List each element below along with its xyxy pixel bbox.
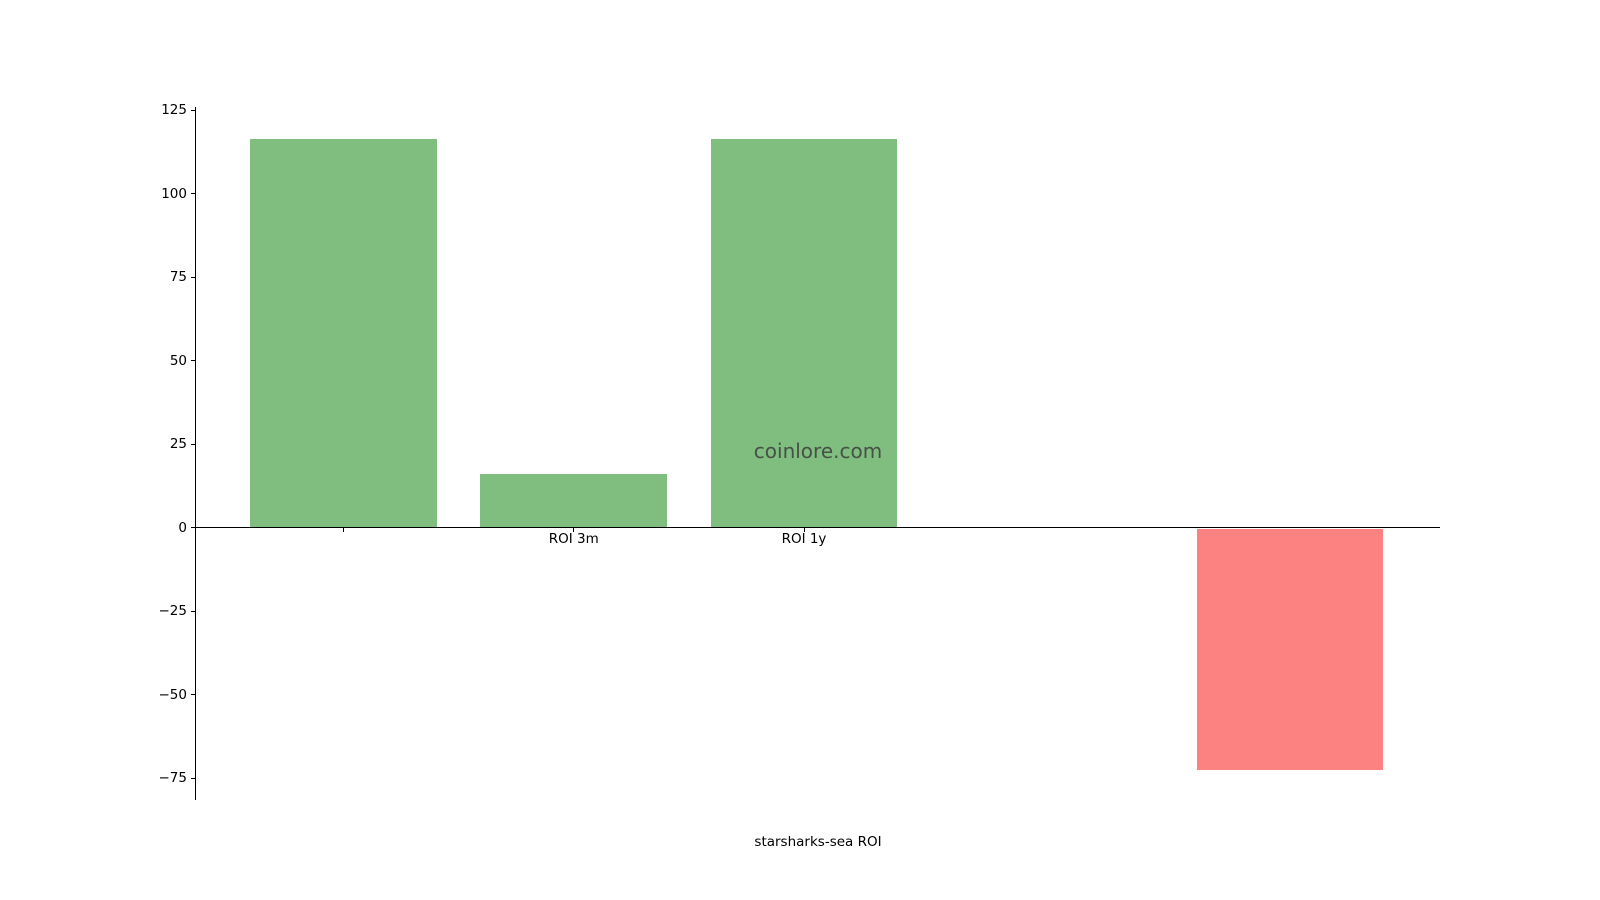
y-tick-label: 50	[169, 352, 187, 369]
y-axis-spine	[195, 107, 196, 800]
y-tick-label: 25	[169, 436, 187, 452]
bar-segment-0	[250, 139, 437, 528]
y-tick	[191, 610, 195, 612]
bar-segment-3	[1196, 528, 1384, 770]
y-tick	[191, 694, 195, 695]
y-tick	[191, 443, 195, 445]
y-tick-label: −25	[158, 603, 188, 619]
chart-caption: starsharks-sea ROI	[754, 834, 882, 850]
y-tick-label: −50	[158, 686, 188, 703]
y-tick-label: 75	[169, 269, 187, 285]
y-tick-label: 125	[161, 102, 187, 118]
y-tick	[191, 527, 195, 528]
y-tick	[191, 193, 195, 194]
x-tick	[343, 528, 344, 532]
bar-ROI 3m	[480, 474, 667, 528]
y-tick	[191, 109, 195, 111]
y-tick	[191, 777, 195, 779]
x-axis-line	[195, 527, 1440, 528]
x-tick-label: ROI 1y	[781, 530, 827, 547]
y-tick	[191, 360, 195, 361]
x-tick	[573, 528, 575, 532]
y-tick-label: −75	[158, 770, 188, 786]
x-tick	[803, 528, 805, 532]
y-tick-label: 100	[161, 185, 187, 202]
y-tick-label: 0	[178, 519, 187, 536]
x-tick-label: ROI 3m	[548, 530, 599, 547]
watermark-text: coinlore.com	[753, 439, 883, 463]
y-tick	[191, 276, 195, 278]
bar-ROI 1y	[710, 139, 898, 528]
